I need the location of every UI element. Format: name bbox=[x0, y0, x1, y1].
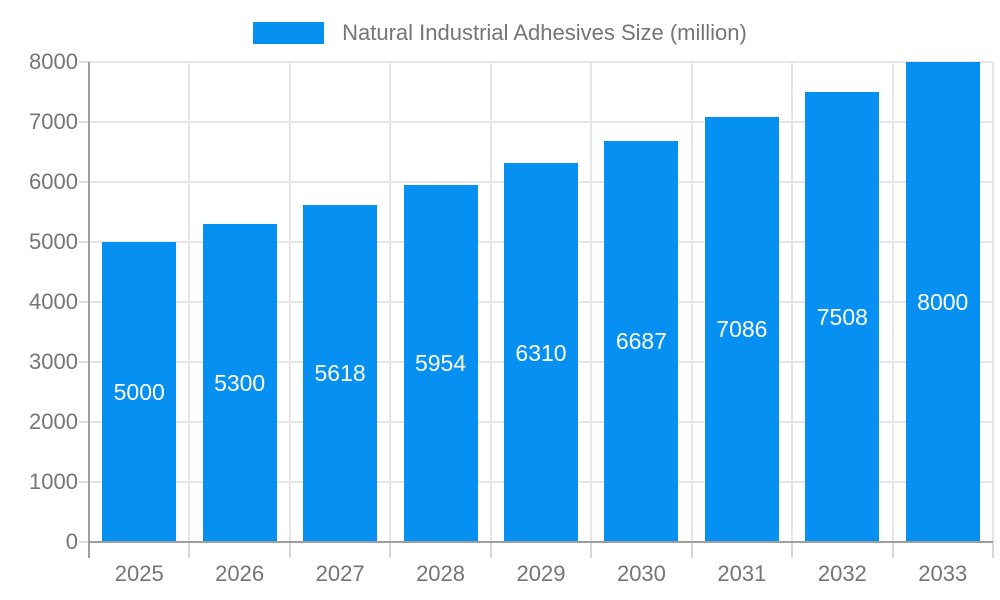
y-tick-label: 8000 bbox=[29, 49, 78, 74]
bar bbox=[303, 204, 378, 542]
chart-legend: Natural Industrial Adhesives Size (milli… bbox=[0, 18, 1000, 48]
bar bbox=[403, 184, 478, 542]
x-tick-label: 2031 bbox=[717, 561, 767, 586]
y-tick-label: 4000 bbox=[29, 289, 78, 314]
bar-value-label: 6310 bbox=[515, 339, 567, 366]
x-tick-label: 2025 bbox=[114, 561, 164, 586]
y-tick-label: 5000 bbox=[29, 229, 78, 254]
x-tick-label: 2029 bbox=[516, 561, 566, 586]
x-tick-label: 2032 bbox=[817, 561, 867, 586]
x-tick-label: 2027 bbox=[315, 561, 365, 586]
y-axis-tick bbox=[79, 481, 89, 483]
bar bbox=[805, 91, 880, 542]
y-axis-tick bbox=[79, 181, 89, 183]
bar-value-label: 6687 bbox=[615, 328, 668, 355]
x-gridline bbox=[992, 62, 994, 542]
x-gridline bbox=[690, 62, 693, 542]
y-axis-tick bbox=[79, 241, 89, 243]
x-gridline bbox=[389, 62, 392, 542]
y-axis-tick bbox=[79, 301, 89, 303]
bar bbox=[202, 224, 277, 542]
y-tick-label: 0 bbox=[65, 529, 78, 554]
x-gridline bbox=[489, 62, 492, 542]
y-axis-tick bbox=[79, 421, 89, 423]
bar bbox=[504, 163, 578, 542]
bar-value-label: 7508 bbox=[816, 303, 868, 330]
x-gridline bbox=[791, 62, 794, 542]
bar-value-label: 5300 bbox=[214, 370, 266, 396]
x-axis-tick bbox=[690, 542, 693, 558]
y-tick-label: 3000 bbox=[29, 349, 78, 374]
x-tick-label: 2033 bbox=[918, 561, 968, 586]
x-axis-tick bbox=[891, 542, 894, 558]
x-axis-tick bbox=[489, 542, 492, 558]
bar-value-label: 5954 bbox=[414, 350, 467, 377]
bar bbox=[102, 242, 177, 542]
x-tick-label: 2026 bbox=[215, 561, 265, 586]
y-tick-label: 2000 bbox=[29, 409, 78, 434]
y-axis-tick bbox=[79, 121, 89, 123]
x-axis-tick bbox=[288, 542, 291, 558]
y-axis-tick bbox=[79, 61, 89, 63]
bar bbox=[704, 116, 779, 542]
x-gridline bbox=[188, 62, 191, 542]
y-gridline bbox=[89, 61, 993, 63]
bar-value-label: 7086 bbox=[716, 316, 768, 343]
x-gridline bbox=[590, 62, 593, 542]
x-axis-tick bbox=[188, 542, 191, 558]
bar-value-label: 5000 bbox=[113, 379, 165, 405]
bar-value-label: 5618 bbox=[314, 360, 366, 387]
bar bbox=[604, 140, 679, 542]
y-axis-line bbox=[88, 62, 90, 558]
x-axis-tick bbox=[590, 542, 593, 558]
x-gridline bbox=[288, 62, 291, 542]
y-tick-label: 7000 bbox=[29, 109, 78, 134]
bar-value-label: 8000 bbox=[917, 289, 969, 315]
bar bbox=[905, 62, 980, 542]
x-axis-tick bbox=[389, 542, 392, 558]
y-gridline bbox=[89, 121, 993, 123]
x-gridline bbox=[891, 62, 894, 542]
x-tick-label: 2028 bbox=[416, 561, 466, 586]
x-tick-label: 2030 bbox=[616, 561, 666, 586]
legend-swatch bbox=[253, 22, 325, 44]
y-tick-label: 1000 bbox=[29, 469, 78, 494]
y-tick-label: 6000 bbox=[29, 169, 78, 194]
x-axis-tick bbox=[791, 542, 794, 558]
x-axis-line bbox=[89, 541, 993, 543]
legend-label: Natural Industrial Adhesives Size (milli… bbox=[342, 20, 747, 45]
y-axis-tick bbox=[79, 541, 89, 543]
y-axis-tick bbox=[79, 361, 89, 363]
x-axis-tick bbox=[992, 542, 994, 558]
